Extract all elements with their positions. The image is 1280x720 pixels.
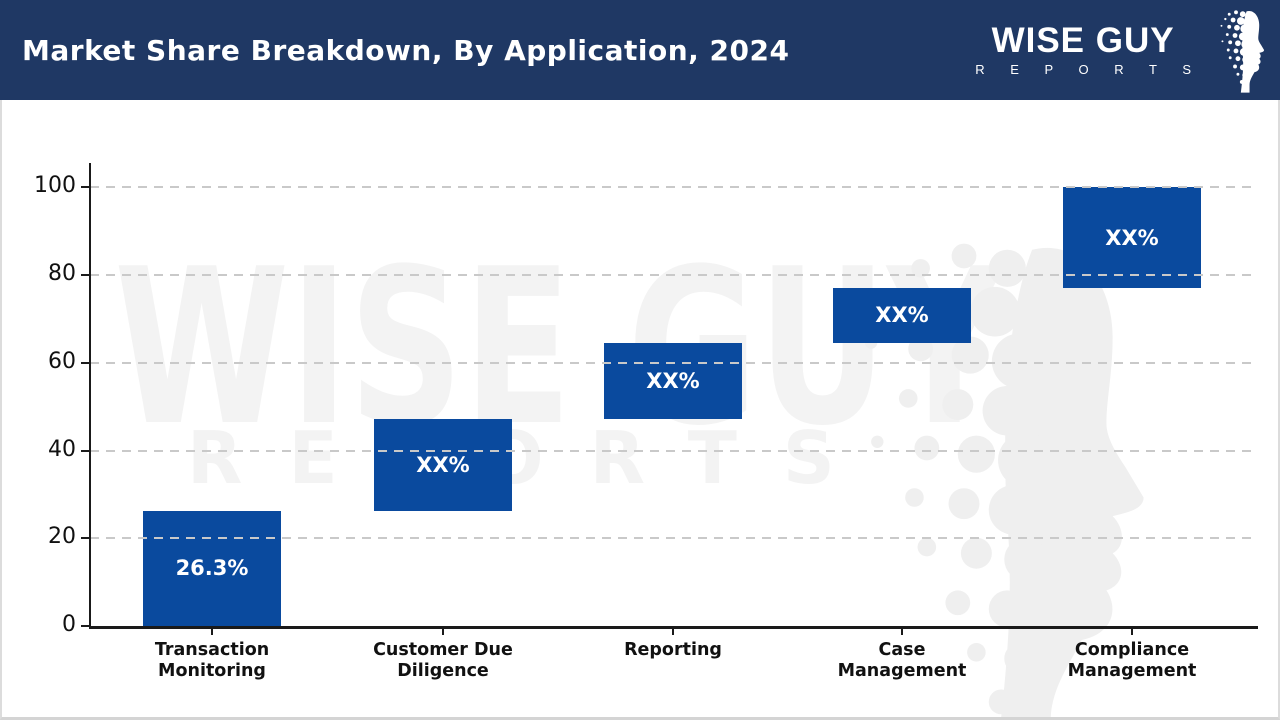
y-tick-mark-0 <box>81 625 90 627</box>
bar-case-management: XX% <box>833 288 971 343</box>
page-title: Market Share Breakdown, By Application, … <box>22 33 790 67</box>
bar-value-label-reporting: XX% <box>646 368 700 393</box>
y-tick-mark-80 <box>81 274 90 277</box>
bar-value-label-compliance-management: XX% <box>1105 225 1159 250</box>
category-label-case-management: Case Management <box>837 640 967 682</box>
bar-value-label-transaction-monitoring: 26.3% <box>175 556 249 581</box>
y-tick-mark-60 <box>81 361 90 364</box>
bar-value-label-case-management: XX% <box>875 303 929 328</box>
y-axis-spine <box>89 163 91 629</box>
y-tick-label-60: 60 <box>48 348 76 374</box>
category-label-reporting: Reporting <box>624 640 722 660</box>
gridline-60 <box>90 361 1256 364</box>
x-tick-mark-transaction-monitoring <box>211 628 213 635</box>
chart-plot-area: WISE GUY REPORTS 0 20 40 60 80 100 26.3% Transa… <box>0 100 1280 720</box>
bar-customer-due-diligence: XX% <box>374 419 512 511</box>
x-tick-mark-reporting <box>672 628 674 635</box>
y-tick-mark-40 <box>81 449 90 452</box>
y-tick-mark-20 <box>81 537 90 540</box>
bar-compliance-management: XX% <box>1063 187 1201 289</box>
logo-face-icon <box>1206 7 1266 93</box>
category-label-compliance-management: Compliance Management <box>1067 640 1197 682</box>
y-tick-label-40: 40 <box>48 436 76 462</box>
y-tick-label-20: 20 <box>48 524 76 550</box>
x-tick-mark-customer-due-diligence <box>442 628 444 635</box>
bar-transaction-monitoring: 26.3% <box>143 510 281 626</box>
gridline-40 <box>90 449 1256 452</box>
gridline-80 <box>90 274 1256 277</box>
gridline-100 <box>90 186 1256 189</box>
y-tick-label-0: 0 <box>62 612 76 637</box>
y-tick-label-80: 80 <box>48 261 76 287</box>
logo-subtitle: R E P O R T S <box>975 62 1202 77</box>
gridline-20 <box>90 537 1256 540</box>
bar-reporting: XX% <box>604 342 742 420</box>
category-label-transaction-monitoring: Transaction Monitoring <box>154 640 270 682</box>
x-tick-mark-case-management <box>901 628 903 635</box>
bar-value-label-customer-due-diligence: XX% <box>416 452 470 477</box>
header-bar: Market Share Breakdown, By Application, … <box>0 0 1280 100</box>
x-tick-mark-compliance-management <box>1131 628 1133 635</box>
logo-wordmark: WISE GUY <box>991 21 1175 60</box>
y-tick-label-100: 100 <box>34 173 76 199</box>
category-label-customer-due-diligence: Customer Due Diligence <box>373 640 513 682</box>
wise-guy-reports-logo: WISE GUY R E P O R T S <box>964 7 1266 93</box>
x-axis-spine <box>89 626 1258 629</box>
y-tick-mark-100 <box>81 186 90 189</box>
logo-text: WISE GUY R E P O R T S <box>964 23 1202 77</box>
